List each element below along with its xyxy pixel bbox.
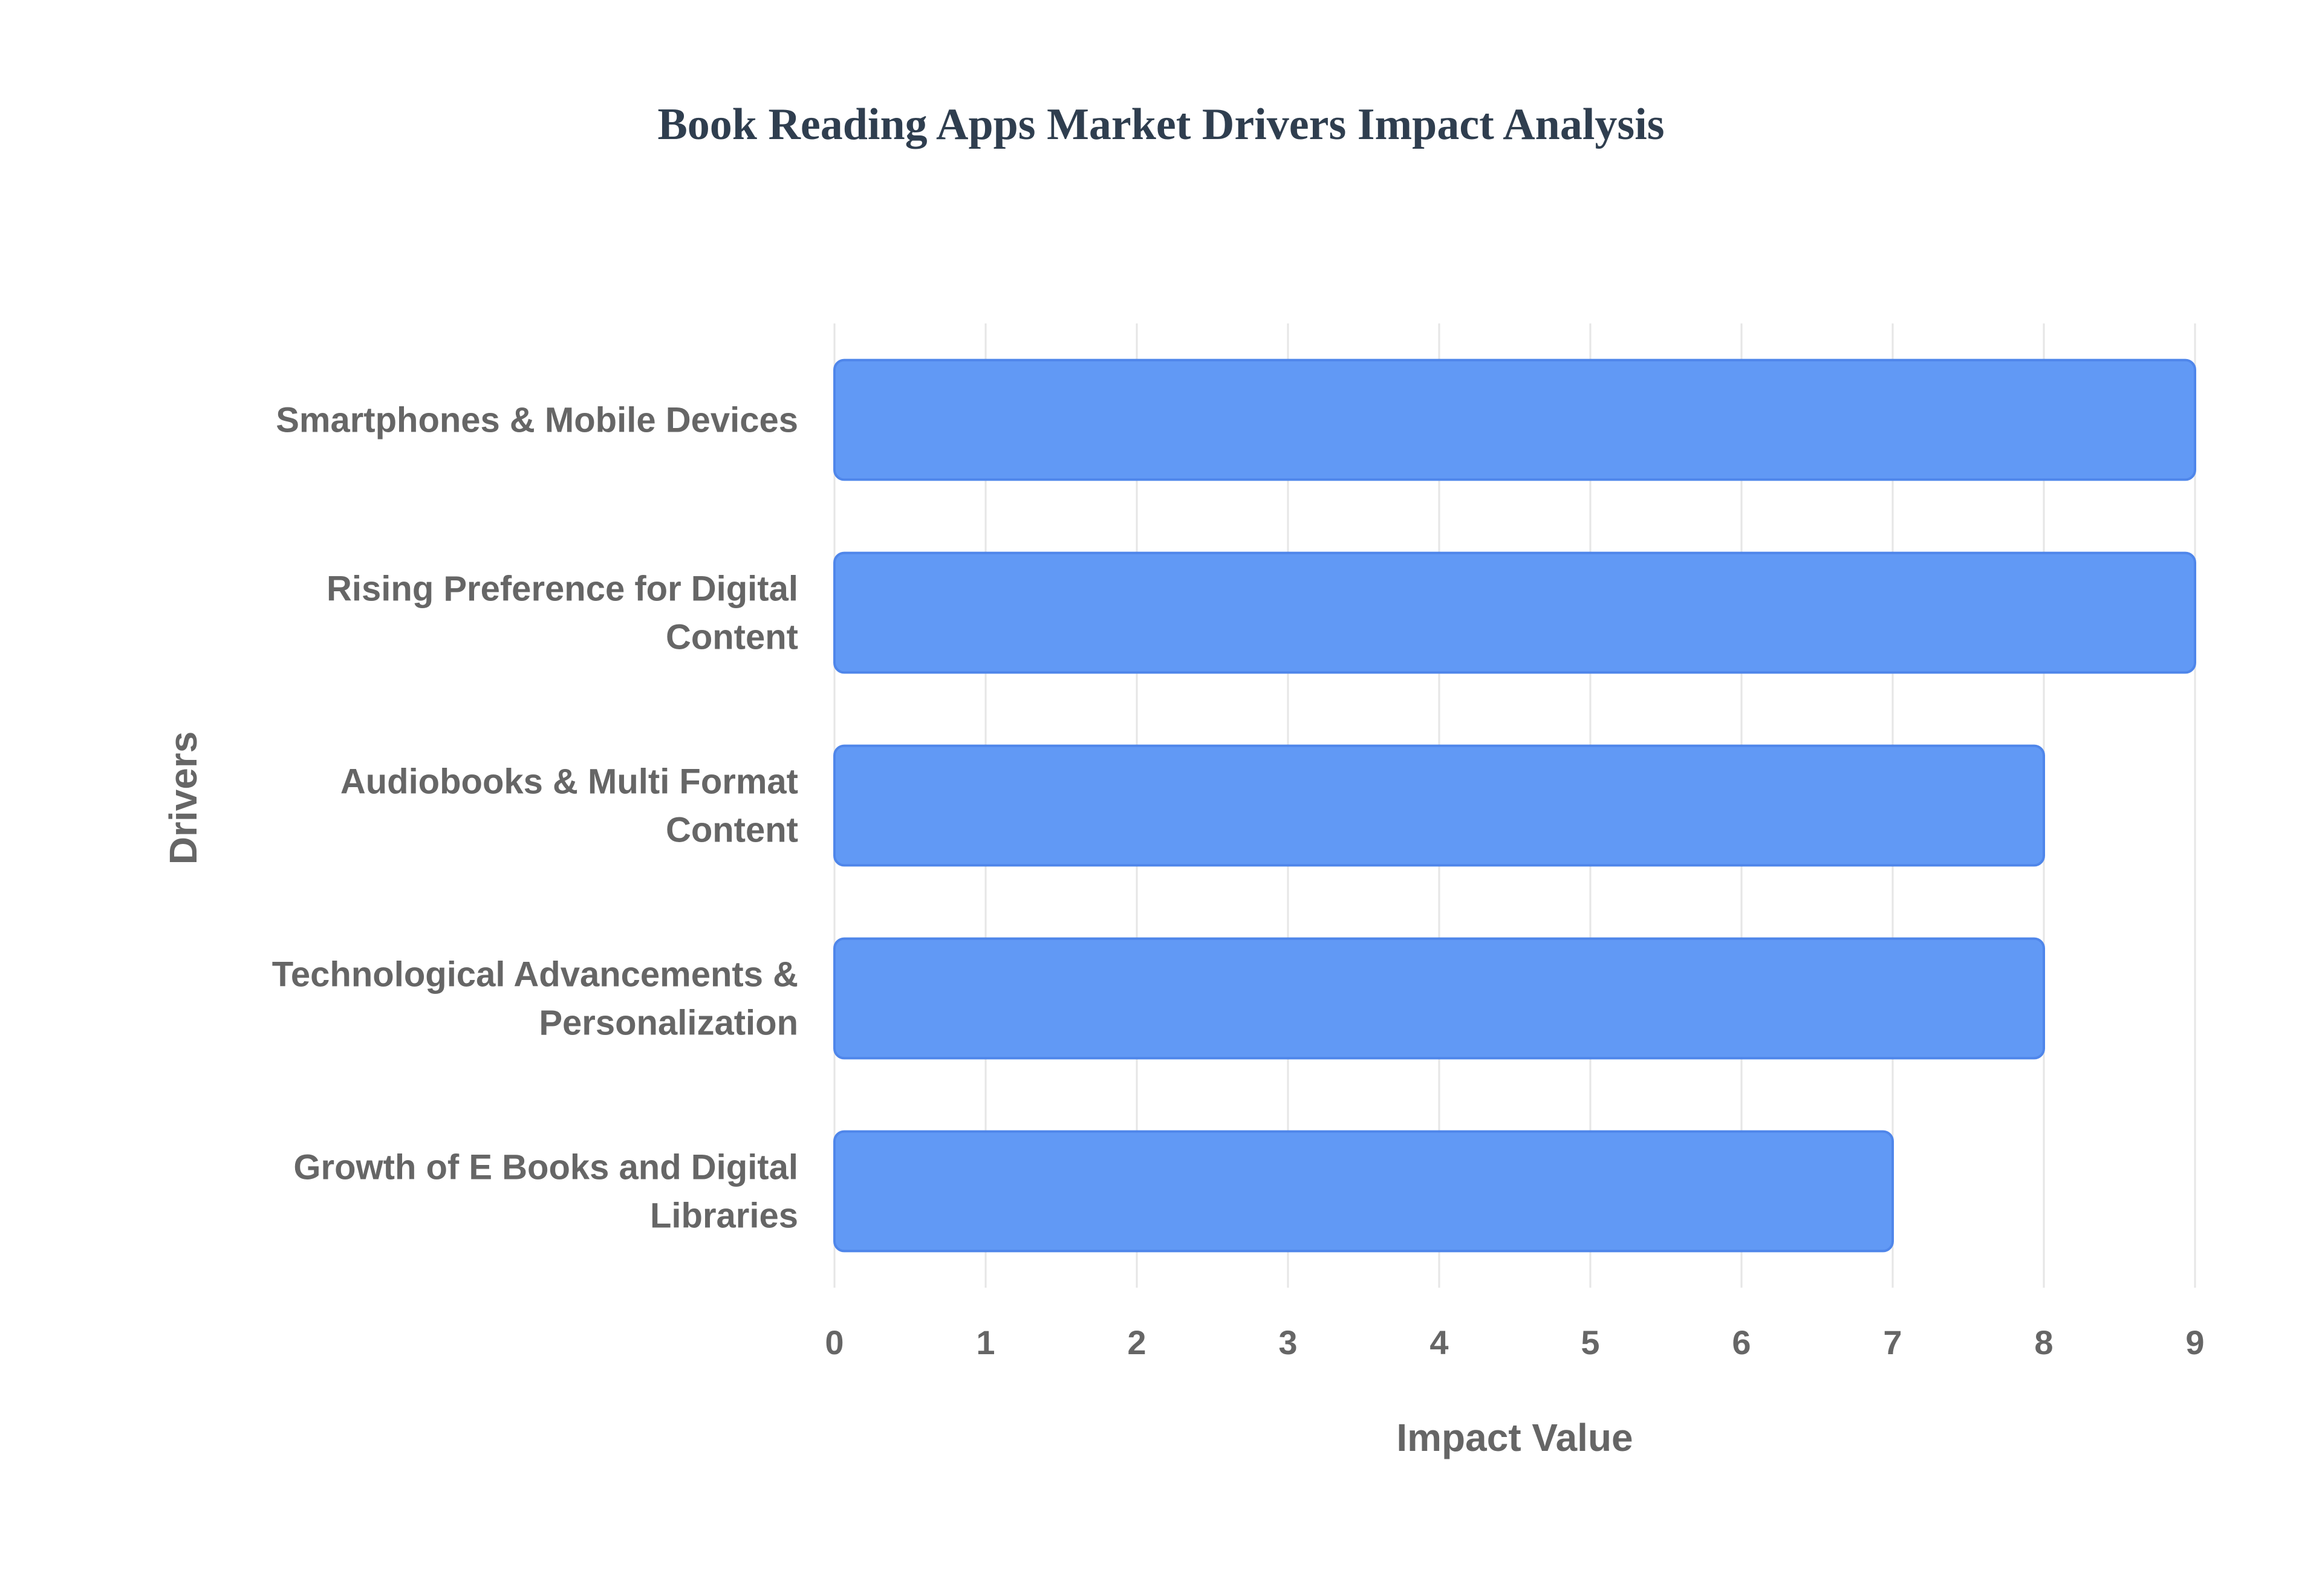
category-label: Rising Preference for Digital Content [327,569,798,657]
x-tick-label: 3 [1278,1323,1297,1361]
x-tick-label: 0 [825,1323,844,1361]
x-tick-label: 5 [1581,1323,1599,1361]
bar [833,358,2196,481]
bar [833,937,2045,1060]
x-tick-label: 8 [2034,1323,2053,1361]
category-label: Technological Advancements & Personalizat… [272,955,798,1043]
category-label: Growth of E Books and Digital Libraries [293,1148,798,1236]
category-labels: Smartphones & Mobile Devices Rising Prefe… [272,401,798,1236]
x-tick-labels: 0 1 2 3 4 5 6 7 8 9 [825,1323,2204,1361]
x-tick-label: 9 [2185,1323,2204,1361]
x-tick-label: 4 [1429,1323,1448,1361]
x-tick-label: 1 [976,1323,995,1361]
x-tick-label: 7 [1883,1323,1902,1361]
chart-title: Book Reading Apps Market Drivers Impact … [657,100,1664,149]
y-axis-title: Drivers [161,731,205,865]
bar [833,1130,1894,1253]
bar [833,551,2196,674]
bar [833,744,2045,867]
category-label: Smartphones & Mobile Devices [276,401,798,440]
category-label: Audiobooks & Multi Format Content [340,762,798,850]
x-tick-label: 6 [1732,1323,1751,1361]
bars [833,358,2196,1253]
x-tick-label: 2 [1127,1323,1146,1361]
x-axis-title: Impact Value [1396,1416,1633,1459]
